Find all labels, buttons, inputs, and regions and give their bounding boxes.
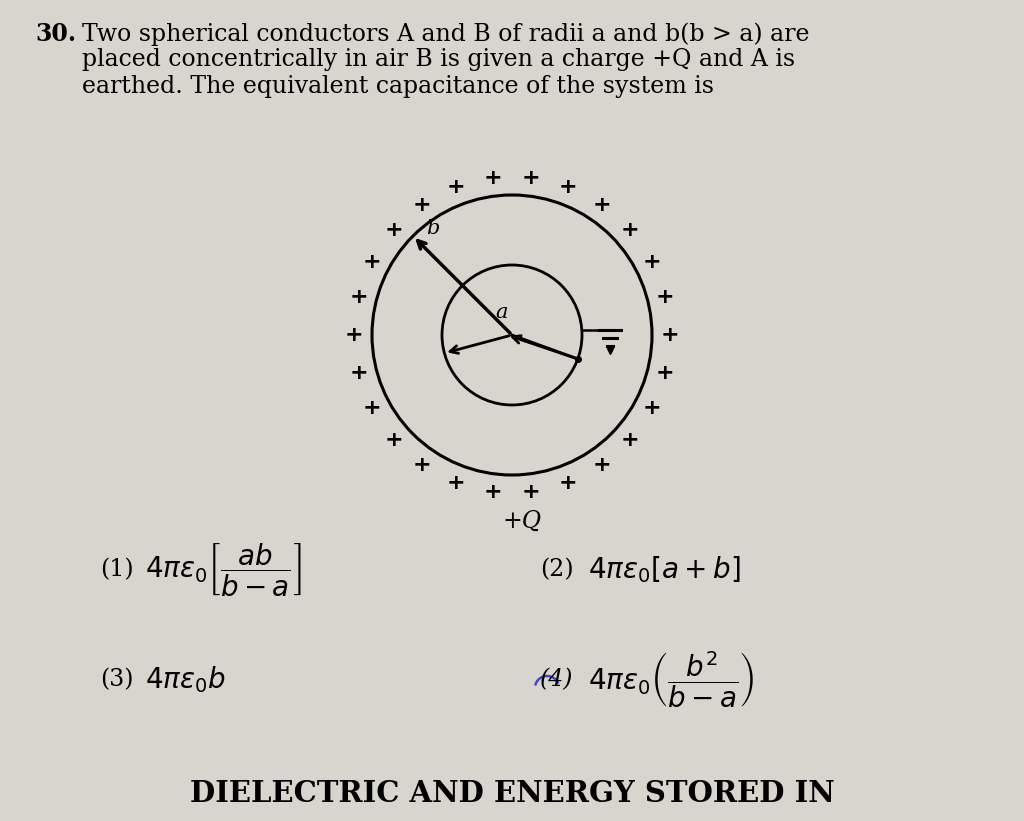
Text: 30.: 30. [35, 22, 76, 46]
Text: +: + [483, 482, 502, 502]
Text: +: + [660, 325, 679, 345]
Text: +: + [643, 251, 662, 272]
Text: earthed. The equivalent capacitance of the system is: earthed. The equivalent capacitance of t… [82, 75, 714, 98]
Text: +: + [446, 473, 465, 493]
Text: +: + [559, 473, 578, 493]
Text: +: + [522, 168, 541, 188]
Text: +: + [384, 429, 403, 450]
Text: +: + [593, 195, 611, 215]
Text: +: + [349, 363, 368, 383]
Text: +: + [446, 177, 465, 197]
Text: +: + [349, 287, 368, 307]
Text: +: + [621, 220, 640, 241]
Text: placed concentrically in air B is given a charge +Q and A is: placed concentrically in air B is given … [82, 48, 795, 71]
Text: +: + [559, 177, 578, 197]
Text: (1): (1) [100, 558, 133, 581]
Text: $4\pi\varepsilon_0\left(\dfrac{b^2}{b-a}\right)$: $4\pi\varepsilon_0\left(\dfrac{b^2}{b-a}… [588, 649, 755, 710]
Text: Two spherical conductors A and B of radii a and b(b > a) are: Two spherical conductors A and B of radi… [82, 22, 810, 45]
Text: +: + [593, 455, 611, 475]
Text: +: + [345, 325, 364, 345]
Text: +: + [621, 429, 640, 450]
Text: (2): (2) [540, 558, 573, 581]
Text: b: b [426, 218, 439, 237]
Text: DIELECTRIC AND ENERGY STORED IN: DIELECTRIC AND ENERGY STORED IN [189, 779, 835, 808]
Text: +: + [413, 455, 431, 475]
Text: $4\pi\varepsilon_0\left[\dfrac{ab}{b-a}\right]$: $4\pi\varepsilon_0\left[\dfrac{ab}{b-a}\… [145, 542, 302, 599]
Text: +: + [362, 251, 381, 272]
Text: +: + [522, 482, 541, 502]
Text: (3): (3) [100, 668, 133, 691]
Text: a: a [496, 304, 508, 323]
Text: $4\pi\varepsilon_0 b$: $4\pi\varepsilon_0 b$ [145, 665, 226, 695]
Text: +: + [656, 363, 675, 383]
Text: +: + [362, 398, 381, 419]
Text: $4\pi\varepsilon_0\left[a+b\right]$: $4\pi\varepsilon_0\left[a+b\right]$ [588, 555, 740, 585]
Text: +Q: +Q [503, 510, 542, 533]
Text: +: + [483, 168, 502, 188]
Text: +: + [413, 195, 431, 215]
Text: +: + [384, 220, 403, 241]
Text: (4): (4) [540, 668, 573, 691]
Text: +: + [643, 398, 662, 419]
Text: +: + [656, 287, 675, 307]
